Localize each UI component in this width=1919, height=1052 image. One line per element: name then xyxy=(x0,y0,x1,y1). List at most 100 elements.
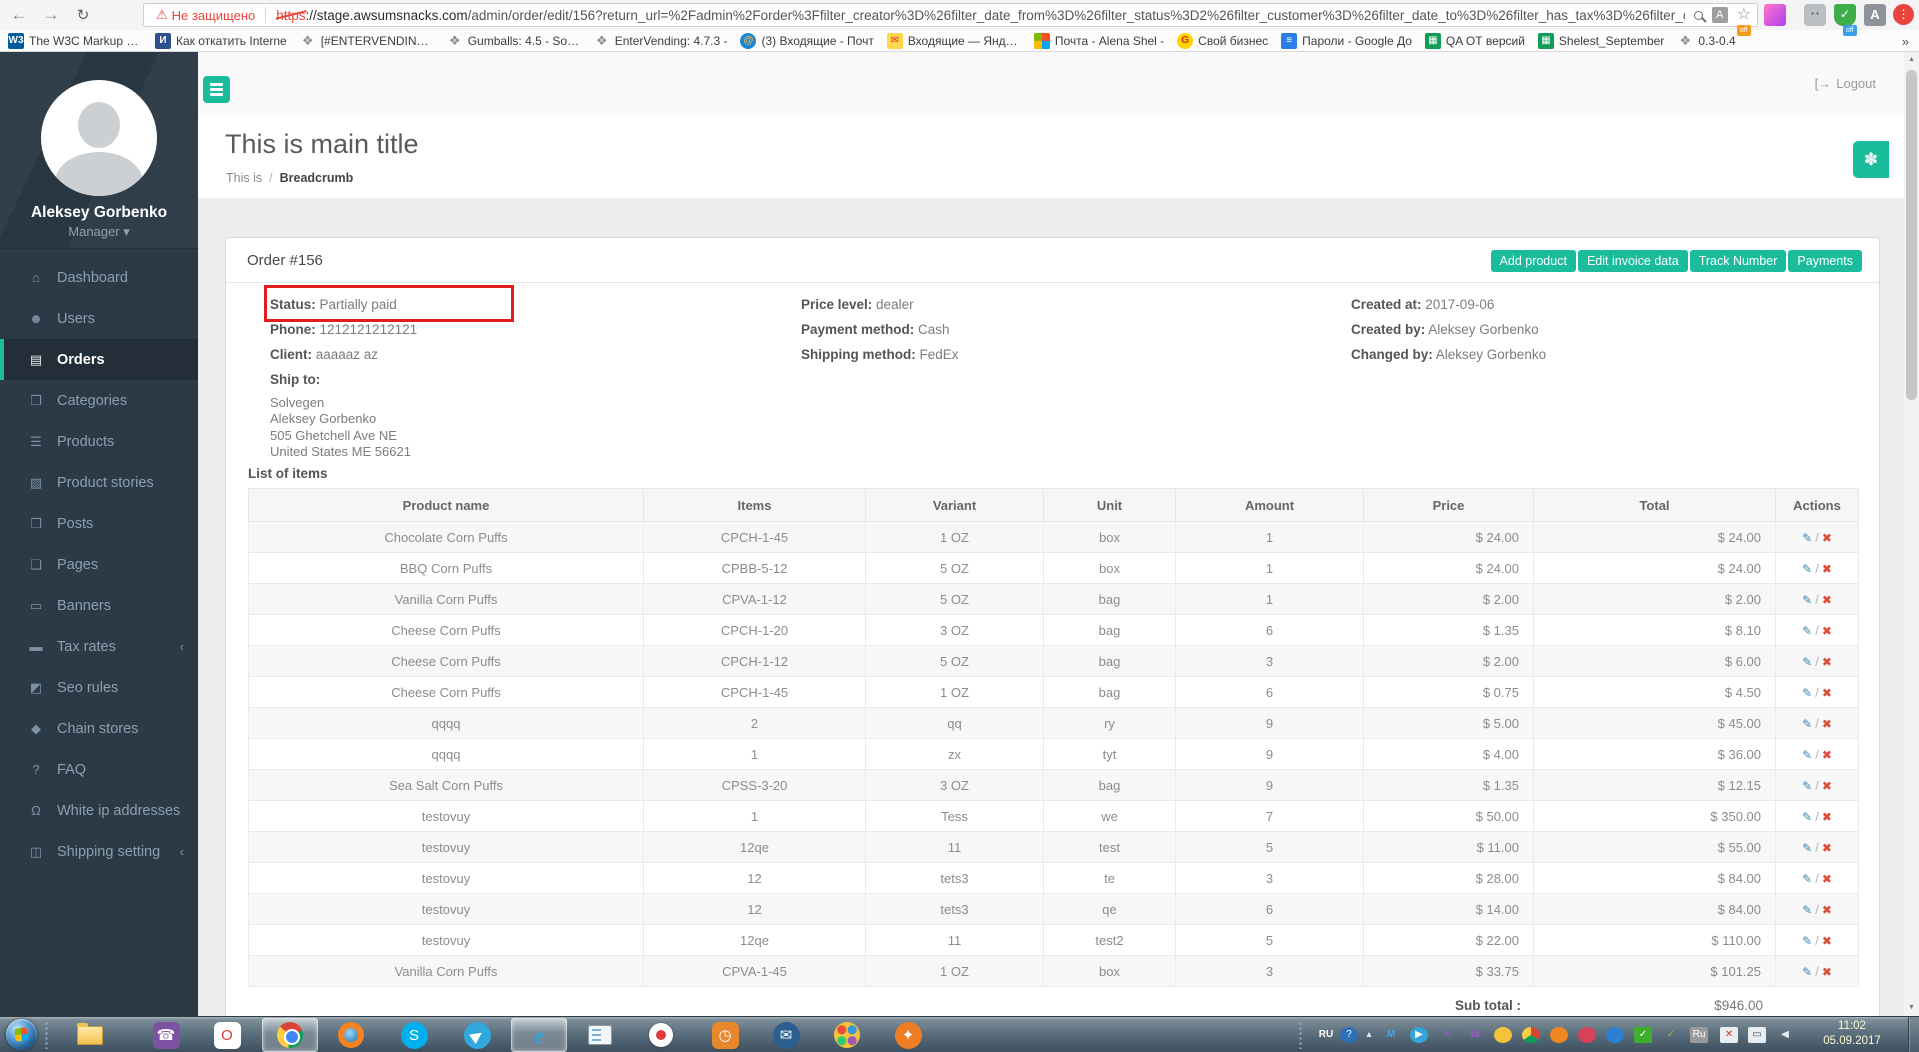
display-icon[interactable]: ▭ xyxy=(1748,1027,1766,1043)
delete-icon[interactable]: ✖ xyxy=(1821,685,1832,700)
green-shield-icon[interactable]: ✓ xyxy=(1634,1027,1652,1043)
app-window-button[interactable] xyxy=(572,1018,628,1052)
ru-box-icon[interactable]: Ru xyxy=(1690,1027,1708,1043)
thunderbird-button[interactable]: ✉ xyxy=(758,1018,814,1052)
edit-icon[interactable]: ✎ xyxy=(1802,685,1813,700)
sidebar-toggle-button[interactable] xyxy=(203,76,230,103)
settings-fab-button[interactable]: ✽ xyxy=(1853,141,1889,178)
edit-icon[interactable]: ✎ xyxy=(1802,654,1813,669)
edit-icon[interactable]: ✎ xyxy=(1802,871,1813,886)
volume-icon[interactable]: ◀ xyxy=(1781,1029,1789,1040)
bookmark-item[interactable]: ✉ Входящие — Яндекс xyxy=(886,32,1021,49)
red-app-icon[interactable] xyxy=(1578,1027,1596,1043)
bookmark-star-icon[interactable]: ☆ xyxy=(1736,6,1751,23)
sidebar-item-products[interactable]: ☰ Products xyxy=(0,421,198,462)
edit-icon[interactable]: ✎ xyxy=(1802,964,1813,979)
sidebar-item-product-stories[interactable]: ▨ Product stories xyxy=(0,462,198,503)
bookmark-item[interactable]: Почта - Alena Shel - xyxy=(1033,32,1164,49)
edit-invoice-data-button[interactable]: Edit invoice data xyxy=(1577,250,1688,272)
bookmark-item[interactable]: ❖ Gumballs: 4.5 - Solve xyxy=(447,33,581,49)
show-hidden-icons[interactable]: ▴ xyxy=(1366,1029,1372,1040)
delete-icon[interactable]: ✖ xyxy=(1821,778,1832,793)
delete-icon[interactable]: ✖ xyxy=(1821,716,1832,731)
sidebar-item-users[interactable]: ☻ Users xyxy=(0,298,198,339)
sidebar-item-pages[interactable]: ❏ Pages xyxy=(0,544,198,585)
skype-button[interactable]: S xyxy=(386,1018,442,1052)
network-error-icon[interactable]: ✕ xyxy=(1720,1027,1738,1043)
scroll-up-icon[interactable]: ▲ xyxy=(1908,56,1915,63)
viber-tray-icon[interactable]: ☎ xyxy=(1468,1029,1482,1040)
delete-icon[interactable]: ✖ xyxy=(1821,964,1832,979)
delete-icon[interactable]: ✖ xyxy=(1821,871,1832,886)
delete-icon[interactable]: ✖ xyxy=(1821,933,1832,948)
edit-icon[interactable]: ✎ xyxy=(1802,561,1813,576)
sidebar-item-white-ip-addresses[interactable]: Ω White ip addresses xyxy=(0,790,198,831)
chrome-button[interactable] xyxy=(262,1018,318,1052)
extension-shield-icon[interactable]: ✓ xyxy=(1834,4,1856,26)
bookmark-item[interactable]: G Свой бизнес xyxy=(1177,32,1268,49)
logout-button[interactable]: [→ Logout xyxy=(1814,76,1876,91)
viber-button[interactable]: ☎ xyxy=(138,1018,194,1052)
extension-robot-icon[interactable] xyxy=(1804,4,1826,26)
language-indicator[interactable]: RU xyxy=(1318,1029,1334,1040)
start-button[interactable] xyxy=(6,1019,37,1050)
back-icon[interactable]: ← xyxy=(10,5,28,24)
palette-tray-icon[interactable] xyxy=(1494,1027,1512,1043)
track-number-button[interactable]: Track Number xyxy=(1689,250,1787,272)
delete-icon[interactable]: ✖ xyxy=(1821,809,1832,824)
address-bar[interactable]: ⚠ Не защищено https://stage.awsumsnacks.… xyxy=(143,3,1758,27)
edit-icon[interactable]: ✎ xyxy=(1802,592,1813,607)
bookmark-item[interactable]: ▦ Shelest_September xyxy=(1537,32,1664,49)
extension-a-icon[interactable]: A xyxy=(1864,4,1886,26)
scroll-down-icon[interactable]: ▼ xyxy=(1908,1004,1915,1011)
breadcrumb-parent[interactable]: This is xyxy=(226,171,263,185)
delete-icon[interactable]: ✖ xyxy=(1821,902,1832,917)
forward-icon[interactable]: → xyxy=(42,5,60,24)
sidebar-item-orders[interactable]: ▤ Orders xyxy=(0,339,198,380)
page-scrollbar[interactable]: ▲ ▼ xyxy=(1904,52,1919,1016)
edit-icon[interactable]: ✎ xyxy=(1802,840,1813,855)
bookmark-item[interactable]: ▦ QA ОТ версий xyxy=(1424,32,1525,49)
edit-icon[interactable]: ✎ xyxy=(1802,530,1813,545)
payments-button[interactable]: Payments xyxy=(1788,250,1862,272)
sidebar-item-tax-rates[interactable]: ▬ Tax rates ‹ xyxy=(0,626,198,667)
telegram-tray-icon[interactable]: ▶ xyxy=(1410,1027,1428,1043)
delete-icon[interactable]: ✖ xyxy=(1821,561,1832,576)
key-app-button[interactable]: ✦ xyxy=(880,1018,936,1052)
security-warning-label[interactable]: Не защищено xyxy=(171,7,256,23)
bookmark-item[interactable]: @ (3) Входящие - Почт xyxy=(740,32,874,49)
delete-icon[interactable]: ✖ xyxy=(1821,840,1832,855)
bookmark-item[interactable]: W3 The W3C Markup Val xyxy=(8,32,142,49)
sidebar-item-banners[interactable]: ▭ Banners xyxy=(0,585,198,626)
delete-icon[interactable]: ✖ xyxy=(1821,592,1832,607)
avast-icon[interactable] xyxy=(1550,1027,1568,1043)
sidebar-item-shipping-setting[interactable]: ◫ Shipping setting ‹ xyxy=(0,831,198,872)
screen-recorder-button[interactable] xyxy=(633,1018,689,1052)
sidebar-item-categories[interactable]: ❒ Categories xyxy=(0,380,198,421)
sidebar-item-dashboard[interactable]: ⌂ Dashboard xyxy=(0,257,198,298)
overflow-chevron-icon[interactable]: » xyxy=(1901,33,1909,49)
outlook-button[interactable]: ◷ xyxy=(697,1018,753,1052)
internet-explorer-button[interactable]: e xyxy=(511,1018,567,1052)
delete-icon[interactable]: ✖ xyxy=(1821,623,1832,638)
chrome-tray-icon[interactable] xyxy=(1522,1027,1540,1043)
extension-pink-icon[interactable] xyxy=(1764,4,1786,26)
scrollbar-thumb[interactable] xyxy=(1906,70,1917,400)
opera-button[interactable]: O xyxy=(199,1018,255,1052)
bookmark-item[interactable]: И Как откатить Interne xyxy=(155,32,287,49)
edit-icon[interactable]: ✎ xyxy=(1802,809,1813,824)
sidebar-item-faq[interactable]: ? FAQ xyxy=(0,749,198,790)
palette-app-button[interactable] xyxy=(819,1018,875,1052)
taskbar-clock[interactable]: 11:02 05.09.2017 xyxy=(1811,1019,1893,1049)
bookmark-item[interactable]: ≡ Пароли - Google До xyxy=(1281,32,1412,49)
explorer-button[interactable] xyxy=(62,1018,118,1052)
edit-icon[interactable]: ✎ xyxy=(1802,778,1813,793)
add-product-button[interactable]: Add product xyxy=(1490,250,1576,272)
search-icon[interactable] xyxy=(1693,10,1703,20)
edit-icon[interactable]: ✎ xyxy=(1802,716,1813,731)
bookmark-item[interactable]: ❖ EnterVending: 4.7.3 - xyxy=(594,33,728,49)
edit-icon[interactable]: ✎ xyxy=(1802,933,1813,948)
pen-icon[interactable]: ✎ xyxy=(1442,1029,1452,1040)
malwarebytes-icon[interactable]: M xyxy=(1386,1029,1396,1040)
delete-icon[interactable]: ✖ xyxy=(1821,747,1832,762)
